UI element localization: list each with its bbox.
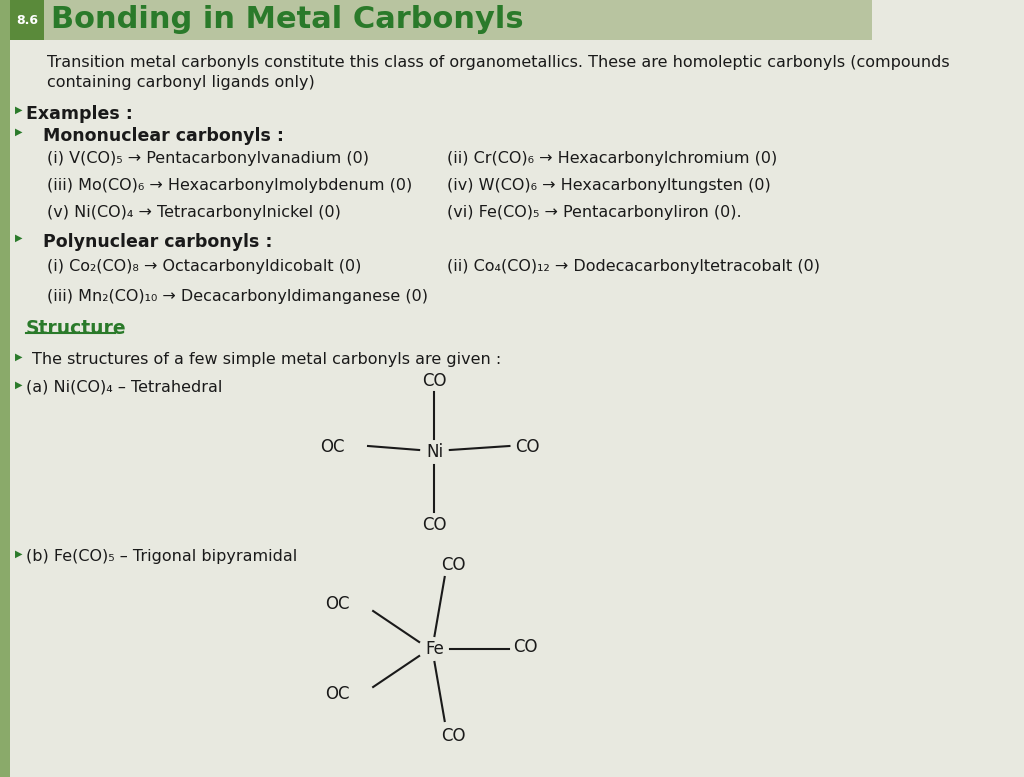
Text: OC: OC — [321, 438, 345, 456]
Text: (iv) W(CO)₆ → Hexacarbonyltungsten (0): (iv) W(CO)₆ → Hexacarbonyltungsten (0) — [447, 178, 771, 193]
Text: (vi) Fe(CO)₅ → Pentacarbonyliron (0).: (vi) Fe(CO)₅ → Pentacarbonyliron (0). — [447, 205, 741, 220]
Text: OC: OC — [325, 685, 349, 703]
Text: (a) Ni(CO)₄ – Tetrahedral: (a) Ni(CO)₄ – Tetrahedral — [26, 380, 222, 395]
Text: Structure: Structure — [26, 319, 126, 338]
Text: (iii) Mn₂(CO)₁₀ → Decacarbonyldimanganese (0): (iii) Mn₂(CO)₁₀ → Decacarbonyldimanganes… — [47, 289, 428, 304]
Text: ▶: ▶ — [15, 549, 23, 559]
Text: (ii) Cr(CO)₆ → Hexacarbonylchromium (0): (ii) Cr(CO)₆ → Hexacarbonylchromium (0) — [447, 151, 777, 166]
FancyBboxPatch shape — [10, 0, 872, 40]
Text: The structures of a few simple metal carbonyls are given :: The structures of a few simple metal car… — [33, 352, 502, 367]
Text: Ni: Ni — [426, 443, 443, 461]
Text: CO: CO — [441, 727, 466, 745]
Text: CO: CO — [441, 556, 466, 574]
Text: 8.6: 8.6 — [16, 13, 38, 26]
Text: Fe: Fe — [425, 640, 444, 658]
Text: CO: CO — [422, 372, 446, 390]
Text: (b) Fe(CO)₅ – Trigonal bipyramidal: (b) Fe(CO)₅ – Trigonal bipyramidal — [26, 549, 297, 564]
Text: (ii) Co₄(CO)₁₂ → Dodecacarbonyltetracobalt (0): (ii) Co₄(CO)₁₂ → Dodecacarbonyltetracoba… — [447, 259, 820, 274]
Text: (i) Co₂(CO)₈ → Octacarbonyldicobalt (0): (i) Co₂(CO)₈ → Octacarbonyldicobalt (0) — [47, 259, 361, 274]
Text: Mononuclear carbonyls :: Mononuclear carbonyls : — [43, 127, 284, 145]
FancyBboxPatch shape — [0, 0, 10, 777]
Text: CO: CO — [422, 516, 446, 534]
Text: Bonding in Metal Carbonyls: Bonding in Metal Carbonyls — [51, 5, 523, 34]
FancyBboxPatch shape — [10, 0, 44, 40]
Text: Examples :: Examples : — [26, 105, 132, 123]
Text: OC: OC — [325, 595, 349, 613]
Text: ▶: ▶ — [15, 127, 23, 137]
Text: (v) Ni(CO)₄ → Tetracarbonylnickel (0): (v) Ni(CO)₄ → Tetracarbonylnickel (0) — [47, 205, 341, 220]
Text: Transition metal carbonyls constitute this class of organometallics. These are h: Transition metal carbonyls constitute th… — [47, 55, 949, 90]
Text: ▶: ▶ — [15, 233, 23, 243]
Text: CO: CO — [515, 438, 540, 456]
Text: ▶: ▶ — [15, 352, 23, 362]
Text: CO: CO — [513, 638, 538, 656]
Text: (i) V(CO)₅ → Pentacarbonylvanadium (0): (i) V(CO)₅ → Pentacarbonylvanadium (0) — [47, 151, 369, 166]
Text: (iii) Mo(CO)₆ → Hexacarbonylmolybdenum (0): (iii) Mo(CO)₆ → Hexacarbonylmolybdenum (… — [47, 178, 412, 193]
Text: ▶: ▶ — [15, 105, 23, 115]
Text: ▶: ▶ — [15, 380, 23, 390]
Text: Polynuclear carbonyls :: Polynuclear carbonyls : — [43, 233, 272, 251]
